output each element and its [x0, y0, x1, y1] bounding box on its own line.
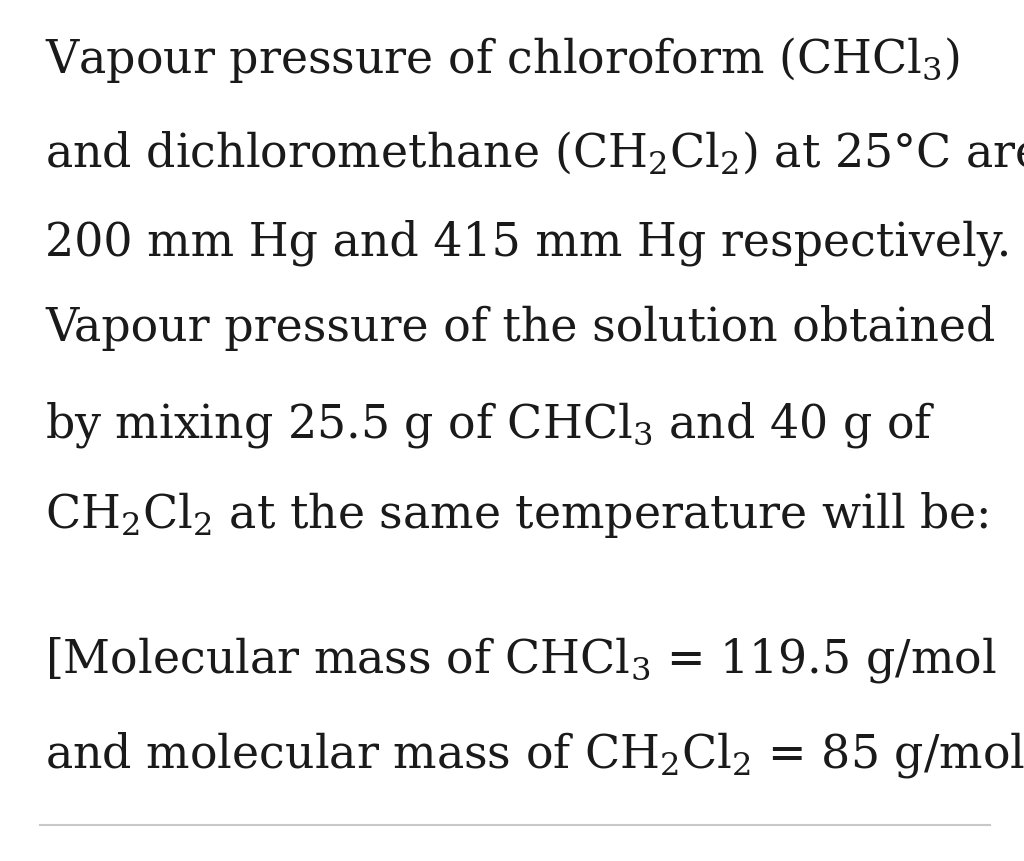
Text: and dichloromethane (CH$_{\mathregular{2}}$Cl$_{\mathregular{2}}$) at 25°C are: and dichloromethane (CH$_{\mathregular{2…: [45, 130, 1024, 177]
Text: by mixing 25.5 g of CHCl$_{\mathregular{3}}$ and 40 g of: by mixing 25.5 g of CHCl$_{\mathregular{…: [45, 400, 936, 450]
Text: and molecular mass of CH$_{\mathregular{2}}$Cl$_{\mathregular{2}}$ = 85 g/mol]: and molecular mass of CH$_{\mathregular{…: [45, 730, 1024, 780]
Text: CH$_{\mathregular{2}}$Cl$_{\mathregular{2}}$ at the same temperature will be:: CH$_{\mathregular{2}}$Cl$_{\mathregular{…: [45, 490, 988, 540]
Text: Vapour pressure of chloroform (CHCl$_{\mathregular{3}}$): Vapour pressure of chloroform (CHCl$_{\m…: [45, 35, 959, 85]
Text: Vapour pressure of the solution obtained: Vapour pressure of the solution obtained: [45, 305, 995, 351]
Text: 200 mm Hg and 415 mm Hg respectively.: 200 mm Hg and 415 mm Hg respectively.: [45, 220, 1012, 267]
Text: [Molecular mass of CHCl$_{\mathregular{3}}$ = 119.5 g/mol: [Molecular mass of CHCl$_{\mathregular{3…: [45, 635, 996, 685]
